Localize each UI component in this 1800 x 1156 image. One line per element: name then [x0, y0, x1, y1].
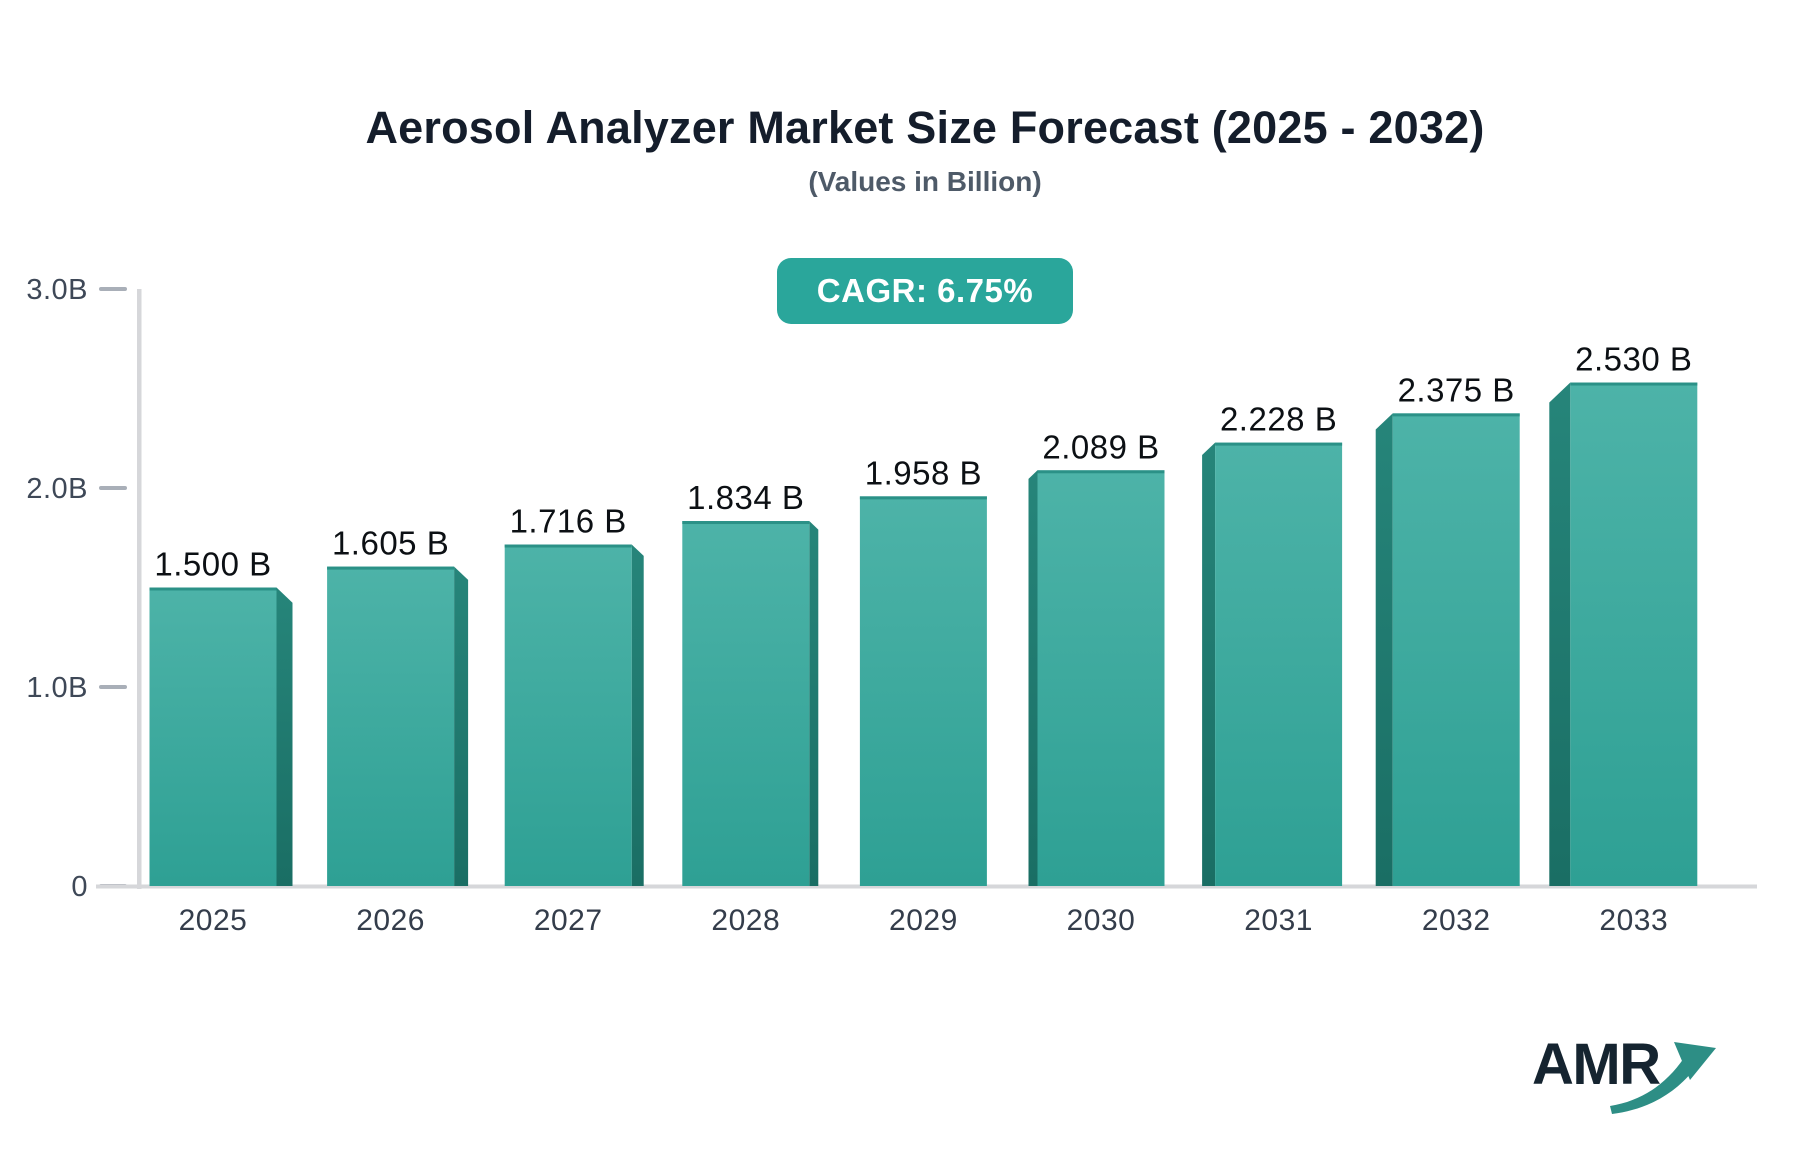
growth-arrow-icon — [1610, 1042, 1716, 1114]
amr-logo: AMR — [1532, 1036, 1742, 1126]
x-axis-line — [96, 884, 1757, 889]
bar-2028: 1.834 B 2028 — [682, 479, 819, 937]
bar-2030: 2.089 B 2030 — [1028, 428, 1165, 937]
bar-value-label: 2.089 B — [1042, 428, 1159, 465]
bar-value-label: 1.500 B — [154, 546, 271, 583]
y-tick-label: 1.0B — [26, 672, 88, 704]
bar-top-edge — [149, 587, 277, 591]
bar-top-edge — [327, 566, 455, 570]
growth-arrow-head — [1674, 1042, 1716, 1080]
chart-subtitle: (Values in Billion) — [808, 166, 1042, 197]
cagr-badge: CAGR: 6.75% — [776, 258, 1074, 324]
chart-header: Aerosol Analyzer Market Size Forecast (2… — [50, 0, 1800, 324]
bar-2031: 2.228 B 2031 — [1202, 401, 1343, 937]
bar-2025: 1.500 B 2025 — [149, 546, 293, 937]
y-tick-mark — [99, 486, 127, 490]
bar-value-label: 1.958 B — [865, 454, 982, 491]
x-category-label: 2028 — [711, 904, 780, 937]
x-category-label: 2026 — [356, 904, 425, 937]
bar-side-face — [631, 544, 644, 886]
bar-top-edge — [504, 544, 632, 548]
bar-2033: 2.530 B 2033 — [1549, 341, 1698, 937]
bar-2026: 1.605 B 2026 — [327, 525, 469, 937]
bar-top-edge — [1037, 470, 1165, 474]
bar-front-face — [149, 587, 277, 886]
bar-front-face — [1037, 470, 1165, 886]
bar-side-face — [276, 587, 293, 886]
bar-value-label: 1.716 B — [510, 503, 627, 540]
bar-side-face — [1549, 382, 1571, 886]
bar-front-face — [504, 544, 632, 886]
bar-value-label: 2.228 B — [1220, 401, 1337, 438]
growth-arrow-swoosh — [1610, 1058, 1696, 1114]
bar-side-face — [1028, 470, 1038, 886]
bar-top-edge — [682, 521, 810, 525]
x-category-label: 2025 — [179, 904, 248, 937]
bar-value-label: 2.375 B — [1398, 371, 1515, 408]
x-category-label: 2032 — [1422, 904, 1491, 937]
bar-value-label: 2.530 B — [1575, 341, 1692, 378]
x-category-label: 2033 — [1599, 904, 1668, 937]
x-category-label: 2029 — [889, 904, 958, 937]
x-category-label: 2030 — [1067, 904, 1136, 937]
bar-front-face — [1215, 442, 1343, 886]
bar-2029: 1.958 B 2029 — [859, 454, 987, 937]
bar-side-face — [454, 566, 469, 886]
bar-top-edge — [1570, 382, 1698, 386]
bar-top-edge — [1392, 413, 1520, 417]
y-tick-label: 3.0B — [26, 274, 88, 306]
bar-front-face — [1392, 413, 1520, 886]
bar-front-face — [327, 566, 455, 886]
bar-value-label: 1.605 B — [332, 525, 449, 562]
x-category-label: 2027 — [534, 904, 603, 937]
bar-2032: 2.375 B 2032 — [1375, 371, 1520, 937]
y-tick-mark — [99, 685, 127, 689]
y-axis: 3.0B 2.0B 1.0B 0 — [26, 274, 1757, 903]
bar-side-face — [809, 521, 819, 886]
y-axis-line — [137, 289, 142, 889]
y-tick-mark — [99, 287, 127, 291]
bar-side-face — [1375, 413, 1393, 886]
bar-top-edge — [859, 496, 987, 500]
bar-top-edge — [1215, 442, 1343, 446]
bar-2027: 1.716 B 2027 — [504, 503, 644, 937]
bar-front-face — [859, 496, 987, 886]
bar-front-face — [682, 521, 810, 886]
x-category-label: 2031 — [1244, 904, 1313, 937]
y-tick-label: 2.0B — [26, 473, 88, 505]
bar-front-face — [1570, 382, 1698, 886]
bar-value-label: 1.834 B — [687, 479, 804, 516]
chart-title: Aerosol Analyzer Market Size Forecast (2… — [365, 102, 1485, 153]
amr-logo-text: AMR — [1532, 1032, 1661, 1097]
bar-side-face — [1202, 442, 1216, 886]
y-tick-label: 0 — [71, 871, 88, 903]
